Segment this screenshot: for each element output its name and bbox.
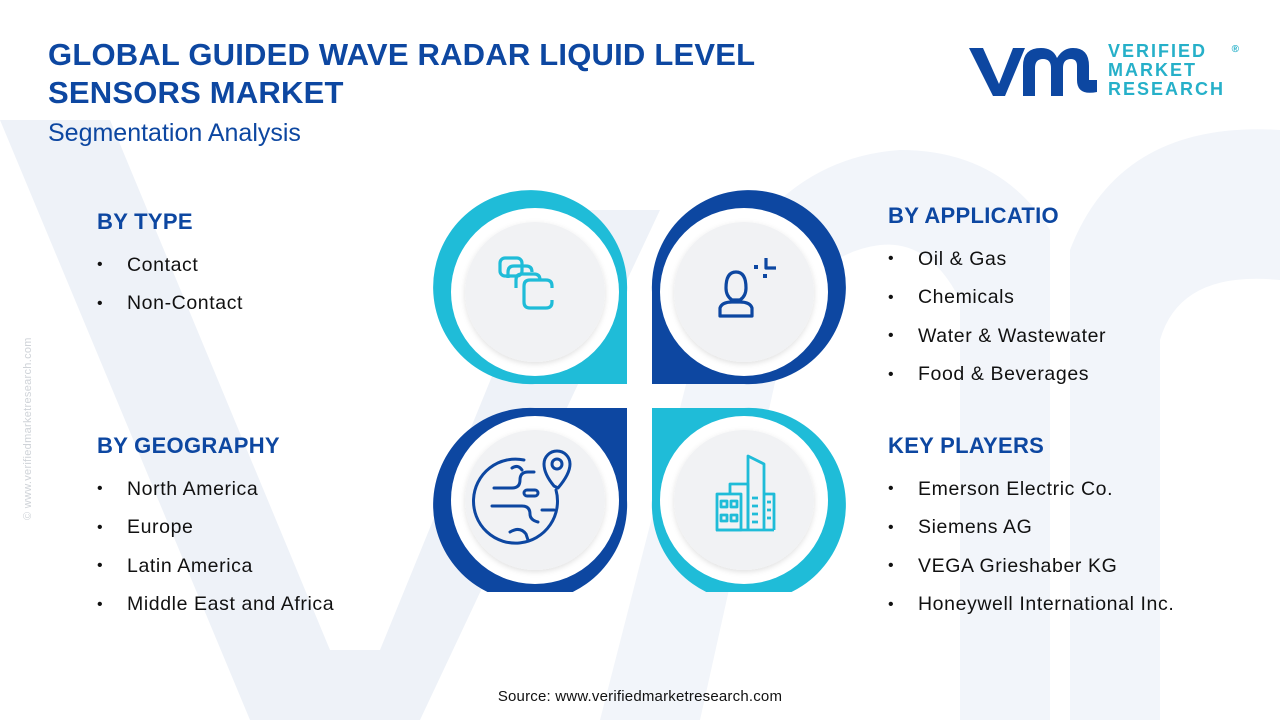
bullet-icon: • bbox=[888, 250, 895, 268]
item-label: Honeywell International Inc. bbox=[918, 593, 1175, 616]
registered-mark: ® bbox=[1231, 43, 1240, 55]
bullet-icon: • bbox=[888, 557, 895, 575]
bullet-icon: • bbox=[97, 256, 104, 274]
vmr-logo: VERIFIED MARKET RESEARCH ® bbox=[965, 38, 1239, 102]
petal-type bbox=[433, 190, 628, 385]
segmentation-hub bbox=[433, 190, 846, 592]
section-key-players: KEY PLAYERS • Emerson Electric Co. • Sieme… bbox=[888, 432, 1174, 624]
bullet-icon: • bbox=[888, 327, 895, 345]
section-title-geography: BY GEOGRAPHY bbox=[97, 433, 280, 458]
type-list: • Contact • Non-Contact bbox=[97, 246, 243, 323]
item-label: Emerson Electric Co. bbox=[918, 477, 1114, 500]
side-watermark-url: © www.verifiedmarketresearch.com bbox=[22, 337, 34, 520]
source-footer: Source: www.verifiedmarketresearch.com bbox=[497, 688, 783, 705]
section-title-application: BY APPLICATIO bbox=[888, 203, 1059, 228]
item-label: Siemens AG bbox=[918, 516, 1033, 539]
logo-line-research: RESEARCH bbox=[1108, 78, 1226, 99]
list-item: • Non-Contact bbox=[97, 285, 243, 324]
petal-application bbox=[651, 190, 846, 385]
page-subtitle: Segmentation Analysis bbox=[48, 119, 301, 147]
section-by-application: BY APPLICATIO • Oil & Gas • Chemicals • Wat… bbox=[888, 202, 1106, 394]
buildings-icon bbox=[715, 454, 776, 532]
section-by-geography: BY GEOGRAPHY • North America • Europe • Lat… bbox=[97, 432, 334, 624]
page-title-line1: GLOBAL GUIDED WAVE RADAR LIQUID LEVEL bbox=[48, 37, 756, 72]
bullet-icon: • bbox=[97, 480, 104, 498]
bullet-icon: • bbox=[888, 288, 895, 306]
globe-pin-icon bbox=[472, 449, 572, 545]
item-label: Latin America bbox=[127, 554, 253, 577]
item-label: Contact bbox=[127, 253, 199, 276]
list-item: • Chemicals bbox=[888, 279, 1106, 318]
bullet-icon: • bbox=[97, 595, 104, 613]
list-item: • Oil & Gas bbox=[888, 240, 1106, 279]
list-item: • Food & Beverages bbox=[888, 356, 1106, 395]
bullet-icon: • bbox=[97, 518, 104, 536]
section-by-type: BY TYPE • Contact • Non-Contact bbox=[97, 208, 243, 323]
list-item: • Contact bbox=[97, 246, 243, 285]
vmr-logo-text: VERIFIED MARKET RESEARCH ® bbox=[1108, 40, 1239, 99]
list-item: • Latin America bbox=[97, 547, 334, 586]
list-item: • North America bbox=[97, 470, 334, 509]
item-label: Middle East and Africa bbox=[127, 593, 335, 616]
item-label: North America bbox=[127, 477, 259, 500]
list-item: • VEGA Grieshaber KG bbox=[888, 547, 1174, 586]
item-label: Europe bbox=[127, 516, 194, 539]
title-block: GLOBAL GUIDED WAVE RADAR LIQUID LEVEL SE… bbox=[48, 36, 755, 150]
vmr-logo-mark-icon bbox=[969, 48, 1097, 96]
bullet-icon: • bbox=[97, 294, 104, 312]
item-label: Water & Wastewater bbox=[918, 324, 1107, 347]
list-item: • Europe bbox=[97, 509, 334, 548]
list-item: • Siemens AG bbox=[888, 509, 1174, 548]
item-label: Oil & Gas bbox=[918, 247, 1007, 270]
bullet-icon: • bbox=[888, 365, 895, 383]
application-list: • Oil & Gas • Chemicals • Water & Wastewate… bbox=[888, 240, 1106, 394]
list-item: • Emerson Electric Co. bbox=[888, 470, 1174, 509]
item-label: Non-Contact bbox=[127, 292, 244, 315]
section-title-players: KEY PLAYERS bbox=[888, 433, 1045, 458]
page-title-line2: SENSORS MARKET bbox=[48, 75, 344, 110]
bullet-icon: • bbox=[888, 595, 895, 613]
layers-icon bbox=[498, 256, 554, 310]
logo-line-market: MARKET bbox=[1108, 59, 1197, 80]
item-label: VEGA Grieshaber KG bbox=[918, 554, 1118, 577]
logo-line-verified: VERIFIED bbox=[1108, 40, 1208, 61]
item-label: Food & Beverages bbox=[918, 363, 1090, 386]
list-item: • Honeywell International Inc. bbox=[888, 586, 1174, 625]
geography-list: • North America • Europe • Latin America • M… bbox=[97, 470, 334, 624]
item-label: Chemicals bbox=[918, 286, 1015, 309]
list-item: • Middle East and Africa bbox=[97, 586, 334, 625]
bullet-icon: • bbox=[888, 518, 895, 536]
section-title-type: BY TYPE bbox=[97, 209, 193, 234]
petal-geography bbox=[433, 407, 628, 592]
user-target-icon bbox=[718, 258, 776, 318]
bullet-icon: • bbox=[97, 557, 104, 575]
bullet-icon: • bbox=[888, 480, 895, 498]
list-item: • Water & Wastewater bbox=[888, 317, 1106, 356]
players-list: • Emerson Electric Co. • Siemens AG • VEGA … bbox=[888, 470, 1174, 624]
